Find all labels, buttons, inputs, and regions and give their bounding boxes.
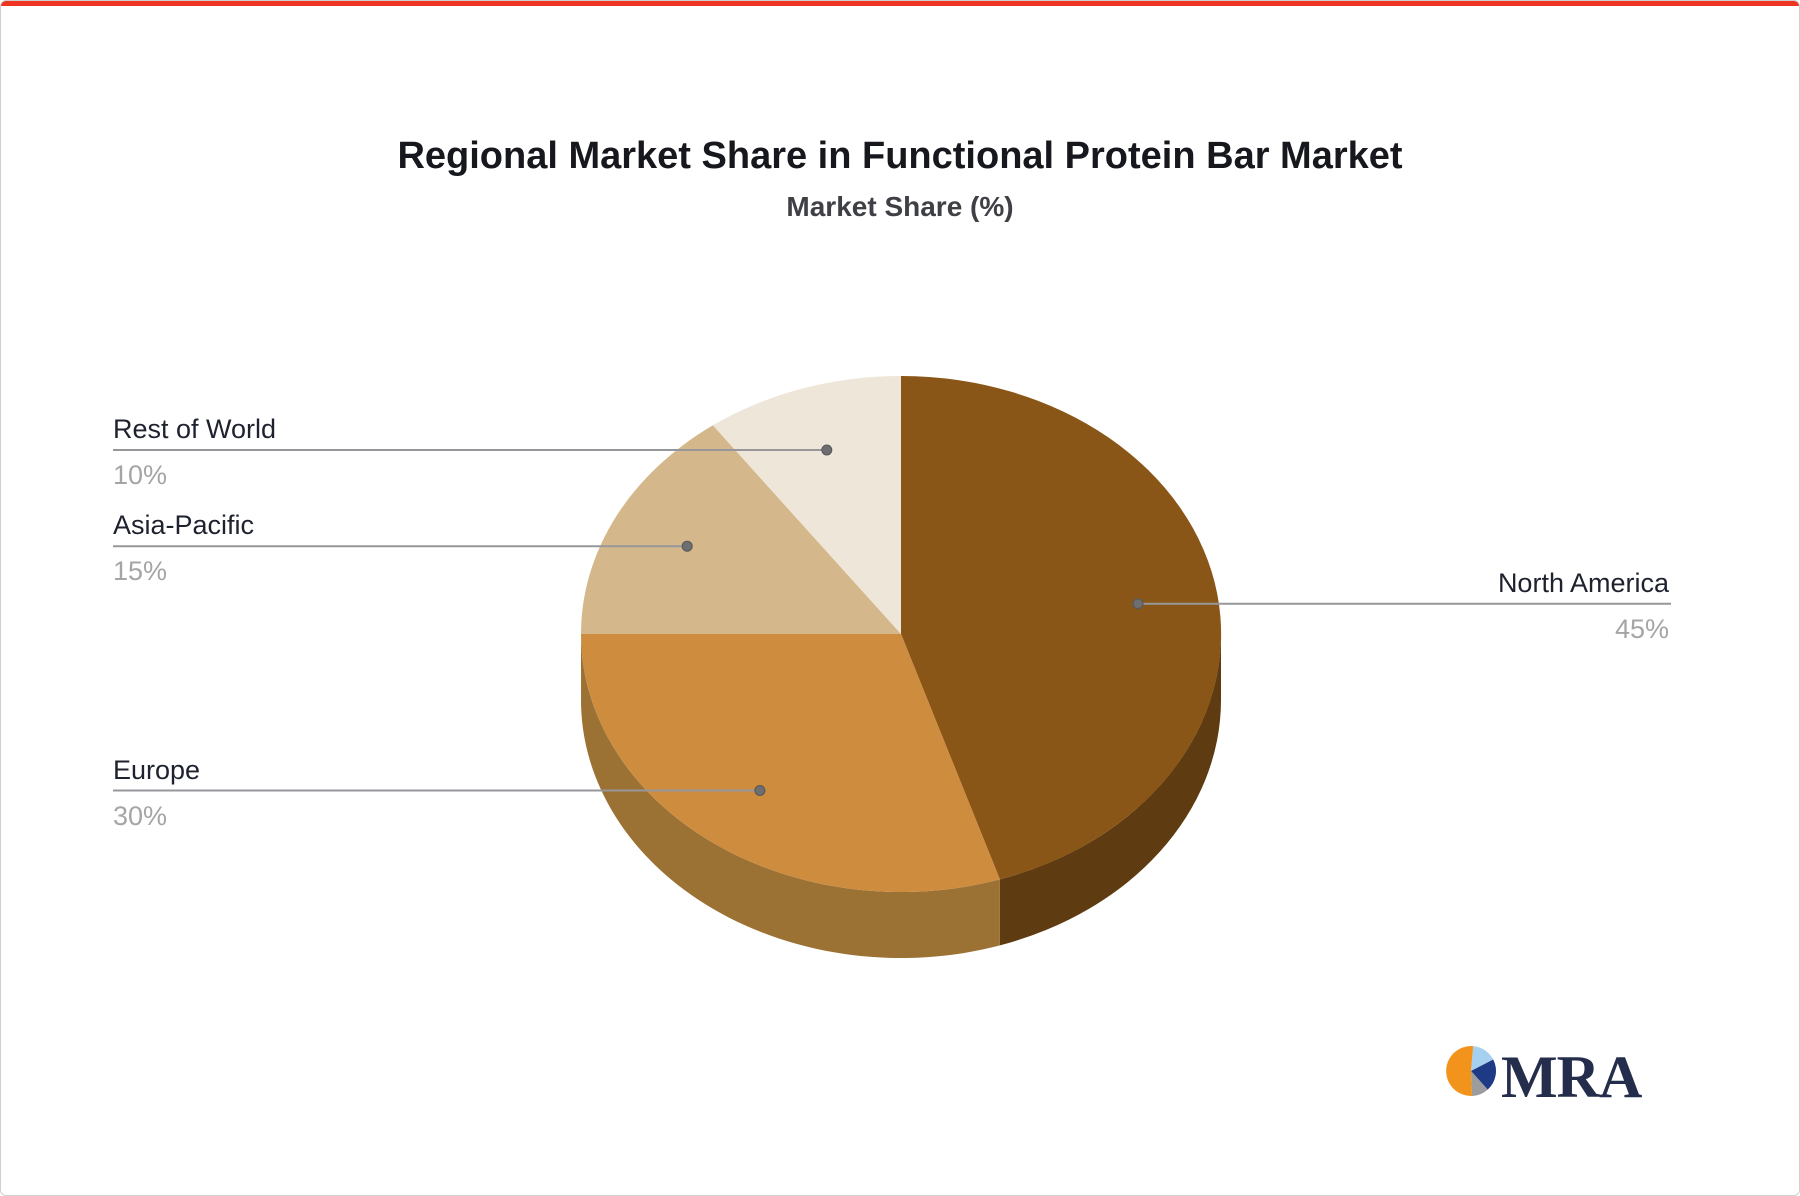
top-red-strip [1,1,1799,6]
leader-dot-europe [754,785,766,796]
leader-dot-asia-pacific [681,540,693,552]
slice-value-europe: 30% [113,801,168,831]
pie-slice-north-america[interactable] [901,376,1222,880]
slice-name-rest-of-world: Rest of World [113,414,277,444]
mra-logo-slice-gray [1471,1071,1488,1096]
slice-value-north-america: 45% [1614,614,1669,644]
mra-logo: MRA [1443,1037,1703,1117]
pie-slice-rest-of-world[interactable] [712,376,901,634]
pie-slice-side-europe [581,634,1000,959]
slice-value-rest-of-world: 10% [113,460,168,490]
mra-logo-slice-orange [1446,1046,1474,1097]
leader-dot-rest-of-world [821,444,833,456]
slice-name-asia-pacific: Asia-Pacific [113,510,255,540]
mra-logo-text: MRA [1501,1044,1642,1110]
slice-value-asia-pacific: 15% [113,556,168,586]
pie-slice-europe[interactable] [581,634,1000,893]
slice-name-north-america: North America [1497,568,1669,598]
slice-name-europe: Europe [113,755,201,785]
mra-logo-slice-light-blue [1471,1046,1494,1071]
pie-slice-side-north-america [999,634,1221,946]
chart-title: Regional Market Share in Functional Prot… [397,135,1403,177]
mra-logo-slice-navy [1471,1059,1496,1090]
chart-subtitle: Market Share (%) [786,191,1014,222]
leader-dot-north-america [1132,598,1144,610]
mra-logo-pie-icon [1446,1046,1496,1097]
pie-slice-asia-pacific[interactable] [581,425,901,634]
